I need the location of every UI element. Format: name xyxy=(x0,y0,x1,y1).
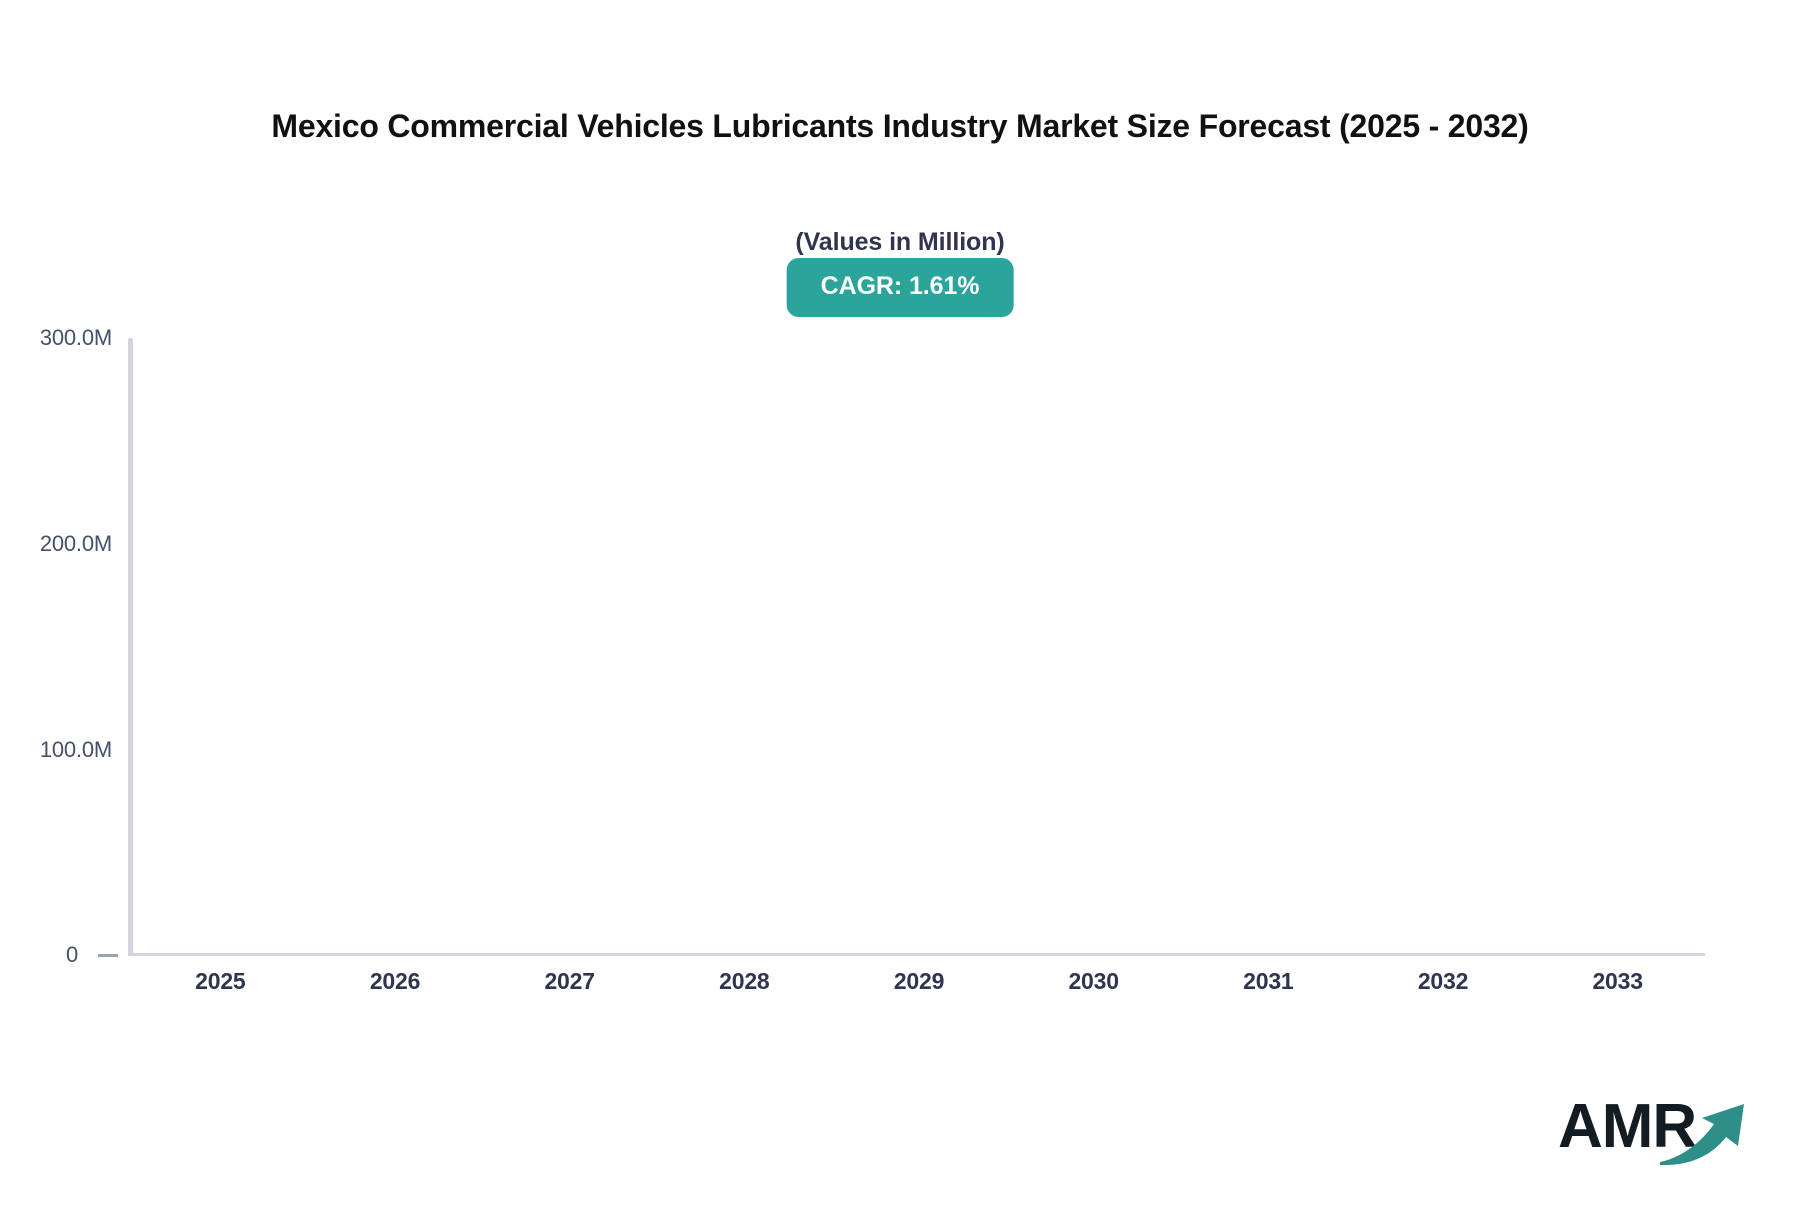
y-tick-label-0: 0 xyxy=(65,942,78,967)
x-tick-label-2031: 2031 xyxy=(1243,968,1294,994)
y-tick-label-300: 300.0M xyxy=(39,325,112,350)
x-tick-label-2029: 2029 xyxy=(893,968,945,994)
x-tick-label-2033: 2033 xyxy=(1592,968,1643,994)
x-tick-label-2025: 2025 xyxy=(195,968,246,994)
y-tick-label-100: 100.0M xyxy=(39,737,112,762)
title-block: Mexico Commercial Vehicles Lubricants In… xyxy=(150,104,1650,149)
amr-logo: AMR xyxy=(1558,1090,1748,1176)
x-axis-line xyxy=(128,953,1705,956)
growth-arrow-icon xyxy=(1660,1104,1744,1166)
y-axis-line xyxy=(128,338,133,955)
y-axis-zero-tick xyxy=(98,954,118,957)
x-tick-label-2032: 2032 xyxy=(1417,968,1469,994)
cagr-badge: CAGR: 1.61% xyxy=(786,258,1014,317)
x-tick-label-2028: 2028 xyxy=(719,968,770,994)
page-title: Mexico Commercial Vehicles Lubricants In… xyxy=(271,108,1529,144)
amr-logo-text: AMR xyxy=(1558,1092,1697,1161)
x-tick-label-2027: 2027 xyxy=(544,968,595,994)
x-tick-label-2026: 2026 xyxy=(369,968,421,994)
chart-subtitle: (Values in Million) xyxy=(795,228,1005,256)
y-tick-label-200: 200.0M xyxy=(39,531,112,556)
x-tick-label-2030: 2030 xyxy=(1068,968,1119,994)
